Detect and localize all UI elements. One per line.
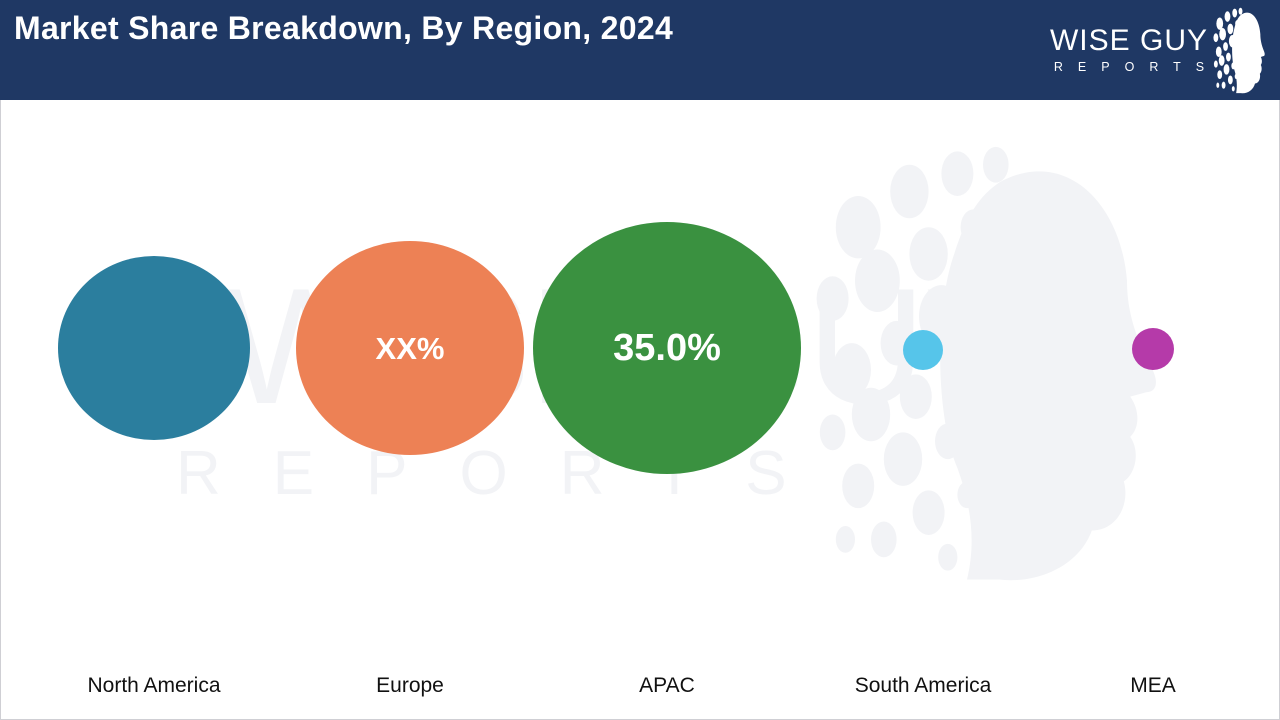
header-bar: Market Share Breakdown, By Region, 2024 … <box>0 0 1280 100</box>
watermark-head-icon <box>816 146 1156 581</box>
bubble-south-america <box>903 330 943 370</box>
brand-name: WISE GUY <box>1049 24 1208 57</box>
brand-logo: WISE GUY REPORTS <box>1050 6 1270 94</box>
bubble-apac: 35.0% <box>533 222 801 474</box>
brand-logo-text: WISE GUY REPORTS <box>1049 24 1208 75</box>
bubble-chart: WISE GUY REPORTS North AmericaXX%Europe3… <box>0 100 1280 720</box>
brand-subtitle: REPORTS <box>1053 60 1220 74</box>
page-title: Market Share Breakdown, By Region, 2024 <box>14 10 674 46</box>
category-label-north-america: North America <box>87 674 221 697</box>
bubble-mea <box>1132 328 1174 370</box>
category-label-mea: MEA <box>1130 674 1176 697</box>
category-label-europe: Europe <box>376 674 444 697</box>
bubble-europe: XX% <box>296 241 524 455</box>
category-label-apac: APAC <box>639 674 695 697</box>
bubble-value-label-europe: XX% <box>375 330 445 366</box>
category-label-south-america: South America <box>854 674 992 697</box>
brand-head-icon <box>1213 7 1265 94</box>
bubble-value-label-apac: 35.0% <box>613 327 721 369</box>
bubble-north-america <box>58 256 250 440</box>
